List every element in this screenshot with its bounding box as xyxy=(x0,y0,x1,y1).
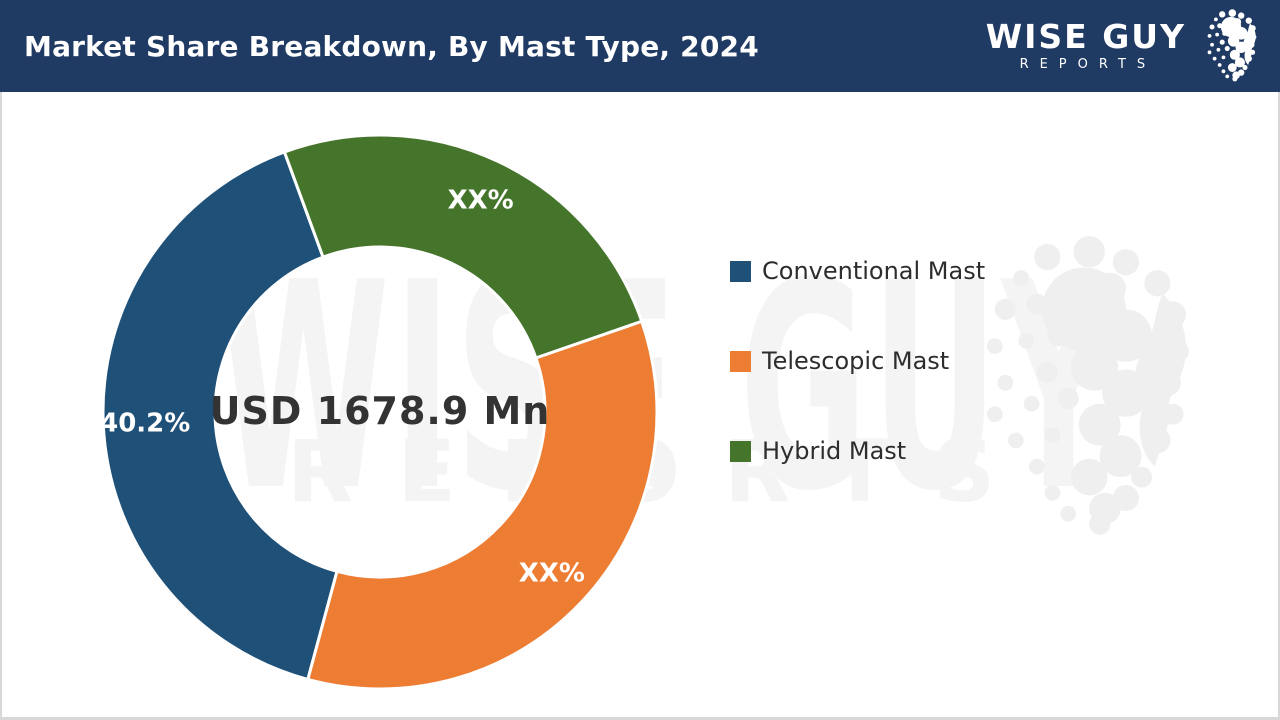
brand-name-text: WISE GUY xyxy=(985,17,1186,56)
face-dot xyxy=(987,406,1003,423)
face-dot xyxy=(1245,17,1252,24)
page-title: Market Share Breakdown, By Mast Type, 20… xyxy=(24,29,759,63)
face-dot xyxy=(1144,270,1171,297)
face-dot xyxy=(1228,9,1237,17)
chart-legend: Conventional Mast Telescopic Mast Hybrid M… xyxy=(730,254,985,524)
brand-wordmark: WISE GUY REPORTS xyxy=(985,17,1186,73)
brand-logo: WISE GUY REPORTS xyxy=(986,8,1260,84)
face-dot xyxy=(1213,17,1218,22)
face-dot xyxy=(1026,293,1048,315)
face-dot xyxy=(994,298,1016,320)
face-dot xyxy=(1099,435,1142,478)
face-dot xyxy=(1036,361,1058,383)
slice-label-telescopic-mast: XX% xyxy=(519,558,585,588)
face-dot xyxy=(1222,30,1228,36)
legend-item-conventional-mast: Conventional Mast xyxy=(730,254,985,288)
face-dot xyxy=(1078,403,1121,446)
face-dot xyxy=(1225,74,1230,79)
face-dot xyxy=(1224,46,1230,52)
face-dot xyxy=(1221,69,1226,74)
face-dot xyxy=(1070,458,1108,496)
slice-label-conventional-mast: 40.2% xyxy=(100,408,190,438)
face-dot xyxy=(1023,395,1040,412)
face-dot xyxy=(1242,65,1248,71)
face-dot xyxy=(1217,23,1223,29)
face-dot xyxy=(1221,55,1226,60)
face-dot xyxy=(1112,484,1139,512)
face-dot xyxy=(1227,63,1237,72)
face-dot xyxy=(1229,49,1240,60)
face-dot xyxy=(1047,325,1069,347)
face-dot xyxy=(1219,39,1225,45)
legend-swatch-conventional-mast xyxy=(730,260,751,282)
legend-label: Telescopic Mast xyxy=(762,347,950,375)
face-dot xyxy=(1013,270,1029,286)
legend-swatch-telescopic-mast xyxy=(730,350,751,372)
legend-item-hybrid-mast: Hybrid Mast xyxy=(730,434,985,468)
donut-center-value: USD 1678.9 Mn xyxy=(209,389,551,433)
face-dot xyxy=(1057,388,1079,409)
face-dot xyxy=(1224,18,1230,24)
slice-label-hybrid-mast: XX% xyxy=(448,186,514,216)
face-dot xyxy=(1099,309,1153,362)
face-dot xyxy=(1216,47,1221,52)
legend-swatch-hybrid-mast xyxy=(730,440,751,462)
face-dot xyxy=(1034,243,1061,271)
logo-face-icon xyxy=(1207,9,1257,82)
chart-canvas: WISE GUY REPORTS 40.2% XX% XX% USD 1678.9 … xyxy=(0,92,1280,720)
face-dot xyxy=(997,374,1014,391)
face-dot xyxy=(1044,427,1061,444)
header-bar: Market Share Breakdown, By Mast Type, 20… xyxy=(0,0,1280,92)
watermark-wordmark: WISE GUY xyxy=(217,222,1119,554)
donut-chart: 40.2% XX% XX% xyxy=(100,133,659,691)
face-dot xyxy=(987,338,1003,354)
watermark-face-icon xyxy=(987,236,1189,535)
legend-item-telescopic-mast: Telescopic Mast xyxy=(730,344,985,378)
face-dot xyxy=(1212,56,1217,61)
face-profile xyxy=(1243,23,1256,65)
face-dot xyxy=(1131,466,1153,488)
face-dot xyxy=(1238,12,1245,19)
face-dot xyxy=(1210,42,1214,47)
legend-label: Conventional Mast xyxy=(762,257,986,285)
legend-label: Hybrid Mast xyxy=(762,437,907,465)
face-dot xyxy=(1018,332,1035,349)
face-dot xyxy=(1219,11,1226,18)
face-dot xyxy=(1007,432,1024,449)
face-dot xyxy=(1060,505,1077,522)
brand-sub-text: REPORTS xyxy=(1019,57,1157,72)
face-dot xyxy=(1234,57,1245,68)
face-dot xyxy=(1238,69,1245,76)
face-dot xyxy=(1112,249,1139,276)
face-dot xyxy=(1044,484,1061,501)
face-dot xyxy=(1215,32,1220,37)
face-dot xyxy=(1057,272,1079,294)
face-profile xyxy=(1133,293,1187,467)
donut-slice-hybrid-mast xyxy=(282,133,644,360)
face-dot xyxy=(1089,513,1111,535)
donut-slice-telescopic-mast xyxy=(306,319,659,691)
face-dot xyxy=(1207,33,1212,38)
face-dot xyxy=(1217,63,1222,67)
face-dot xyxy=(1233,18,1242,26)
face-dot xyxy=(1070,343,1119,391)
face-dot xyxy=(1232,76,1238,82)
face-dot xyxy=(1028,458,1045,475)
donut-slice-conventional-mast xyxy=(101,150,339,681)
face-dot xyxy=(1094,272,1126,305)
face-dot xyxy=(1207,50,1212,55)
face-dot xyxy=(1073,236,1105,268)
face-dot xyxy=(1234,27,1248,40)
face-dot xyxy=(1209,24,1215,30)
face-dot xyxy=(1227,35,1240,47)
